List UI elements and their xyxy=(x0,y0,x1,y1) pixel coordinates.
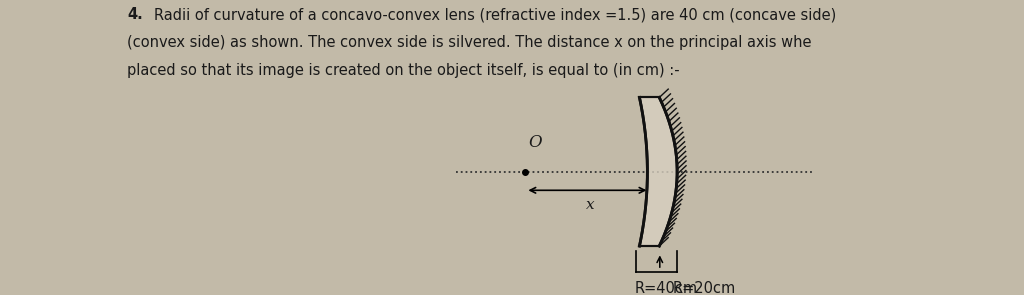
Text: R=20cm: R=20cm xyxy=(672,281,735,295)
Text: R=40cm: R=40cm xyxy=(635,281,697,295)
Text: O: O xyxy=(528,134,542,151)
Text: 4.: 4. xyxy=(127,7,142,22)
Text: Radii of curvature of a concavo-convex lens (refractive index =1.5) are 40 cm (c: Radii of curvature of a concavo-convex l… xyxy=(154,7,836,22)
Polygon shape xyxy=(639,97,677,246)
Text: placed so that its image is created on the object itself, is equal to (in cm) :-: placed so that its image is created on t… xyxy=(127,63,680,78)
Text: (convex side) as shown. The convex side is silvered. The distance x on the princ: (convex side) as shown. The convex side … xyxy=(127,35,811,50)
Text: x: x xyxy=(586,198,594,212)
